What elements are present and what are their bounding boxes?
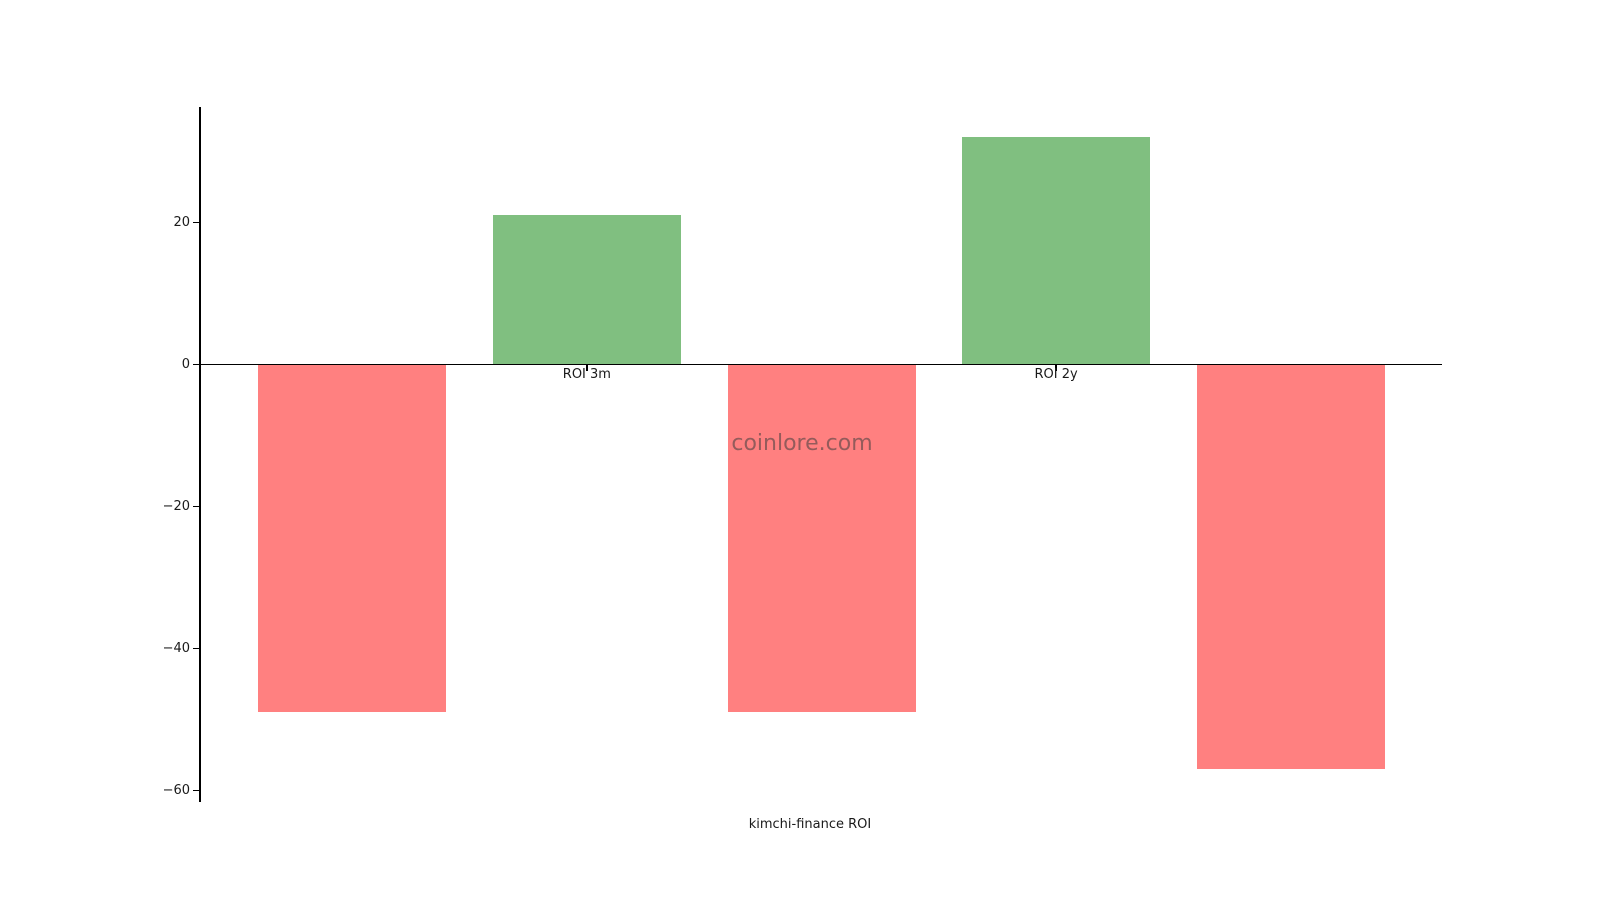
bar (962, 137, 1151, 365)
bar (1196, 364, 1385, 770)
x-tick-label: ROI 3m (562, 367, 611, 382)
x-tick-label: ROI 2y (1034, 367, 1078, 382)
bar (258, 364, 447, 713)
y-tick-label: 0 (181, 356, 190, 372)
y-tick-mark (193, 647, 200, 650)
x-tick-mark (586, 364, 588, 371)
bar (492, 215, 681, 365)
y-tick-label: −60 (162, 782, 190, 798)
y-tick-mark (193, 505, 200, 508)
y-axis-line (199, 107, 201, 802)
x-axis-title: kimchi-finance ROI (748, 817, 872, 832)
y-tick-mark (193, 221, 200, 224)
x-axis-zero-line (200, 363, 1442, 366)
x-tick-mark (1055, 364, 1057, 371)
y-tick-mark (193, 789, 200, 792)
watermark: coinlore.com (731, 431, 873, 456)
y-tick-mark (193, 363, 200, 366)
y-tick-label: −40 (162, 640, 190, 656)
y-tick-label: −20 (162, 498, 190, 514)
y-tick-label: 20 (173, 214, 190, 230)
bar (727, 364, 916, 713)
